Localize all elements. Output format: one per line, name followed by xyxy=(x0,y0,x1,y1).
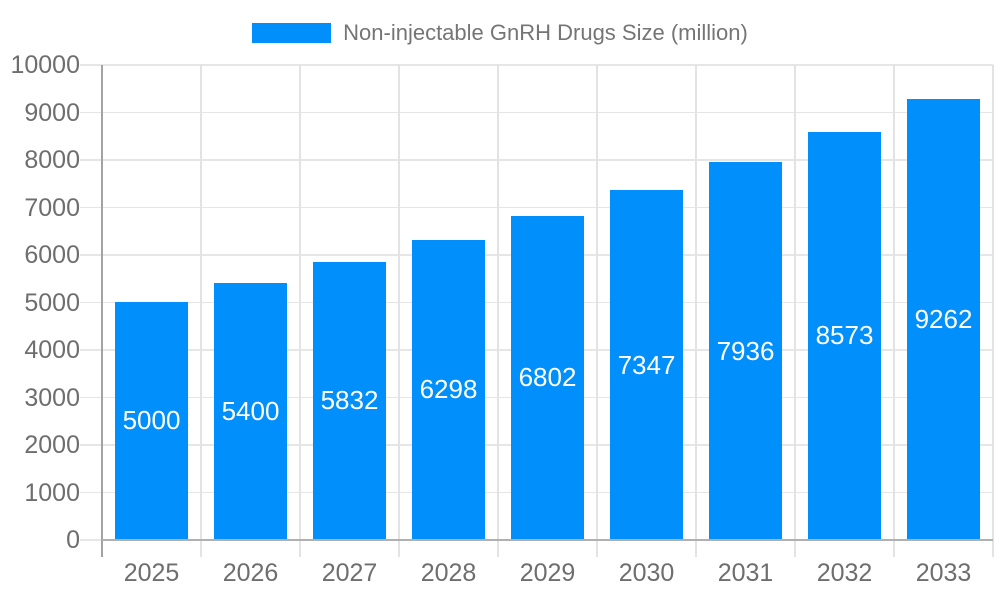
y-tick-label: 3000 xyxy=(24,383,80,412)
bar-value-label: 6298 xyxy=(419,374,478,405)
y-tick-label: 8000 xyxy=(24,146,80,174)
x-gridline xyxy=(398,65,400,557)
x-gridline xyxy=(992,65,994,557)
y-tick-label: 0 xyxy=(66,526,80,554)
x-tick-label: 2032 xyxy=(816,559,873,587)
bar-value-label: 5832 xyxy=(320,385,379,416)
y-axis-line xyxy=(101,65,103,557)
x-tick-label: 2033 xyxy=(915,559,972,587)
x-gridline xyxy=(695,65,697,557)
x-gridline xyxy=(299,65,301,557)
x-gridline xyxy=(794,65,796,557)
bar-value-label: 5000 xyxy=(122,405,181,436)
y-tick-label: 6000 xyxy=(24,241,80,269)
bar-2025[interactable]: 5000 xyxy=(115,301,188,539)
plot-area: 5000 5400 5832 6298 6802 7347 7936 8573 9262 xyxy=(80,64,994,557)
x-gridline xyxy=(200,65,202,557)
x-tick-label: 2028 xyxy=(420,559,477,587)
bar-2028[interactable]: 6298 xyxy=(412,239,485,539)
legend-label: Non-injectable GnRH Drugs Size (million) xyxy=(343,20,748,45)
y-tick-label: 2000 xyxy=(24,431,80,459)
x-tick-label: 2029 xyxy=(519,559,576,587)
y-tick-label: 10000 xyxy=(10,51,80,79)
x-tick-label: 2031 xyxy=(717,559,774,587)
bar-2027[interactable]: 5832 xyxy=(313,261,386,539)
y-gridline xyxy=(80,64,993,66)
bar-value-label: 9262 xyxy=(914,304,973,335)
bar-2030[interactable]: 7347 xyxy=(610,190,683,539)
x-gridline xyxy=(497,65,499,557)
x-gridline xyxy=(596,65,598,557)
y-tick-label: 9000 xyxy=(24,98,80,127)
y-tick-label: 4000 xyxy=(24,336,80,364)
bar-2031[interactable]: 7936 xyxy=(709,162,782,539)
y-gridline xyxy=(80,111,993,114)
legend[interactable]: Non-injectable GnRH Drugs Size (million) xyxy=(0,21,1000,45)
y-tick-label: 5000 xyxy=(24,288,80,317)
bar-2033[interactable]: 9262 xyxy=(907,99,980,539)
bar-2032[interactable]: 8573 xyxy=(808,131,881,539)
bar-value-label: 5400 xyxy=(221,395,280,426)
bar-value-label: 7347 xyxy=(617,349,676,380)
y-tick-label: 1000 xyxy=(24,478,80,507)
y-gridline xyxy=(80,206,993,209)
y-gridline xyxy=(80,159,993,161)
bar-value-label: 8573 xyxy=(815,320,874,351)
bar-value-label: 6802 xyxy=(518,362,577,393)
x-tick-label: 2027 xyxy=(321,559,378,587)
x-tick-label: 2026 xyxy=(222,559,279,587)
bar-2029[interactable]: 6802 xyxy=(511,215,584,539)
bar-2026[interactable]: 5400 xyxy=(214,282,287,539)
bar-value-label: 7936 xyxy=(716,335,775,366)
legend-swatch-icon xyxy=(252,23,332,43)
x-tick-label: 2030 xyxy=(618,559,675,587)
x-axis-line xyxy=(102,539,993,541)
y-tick-label: 7000 xyxy=(24,193,80,222)
x-gridline xyxy=(893,65,895,557)
x-tick-label: 2025 xyxy=(123,559,180,587)
